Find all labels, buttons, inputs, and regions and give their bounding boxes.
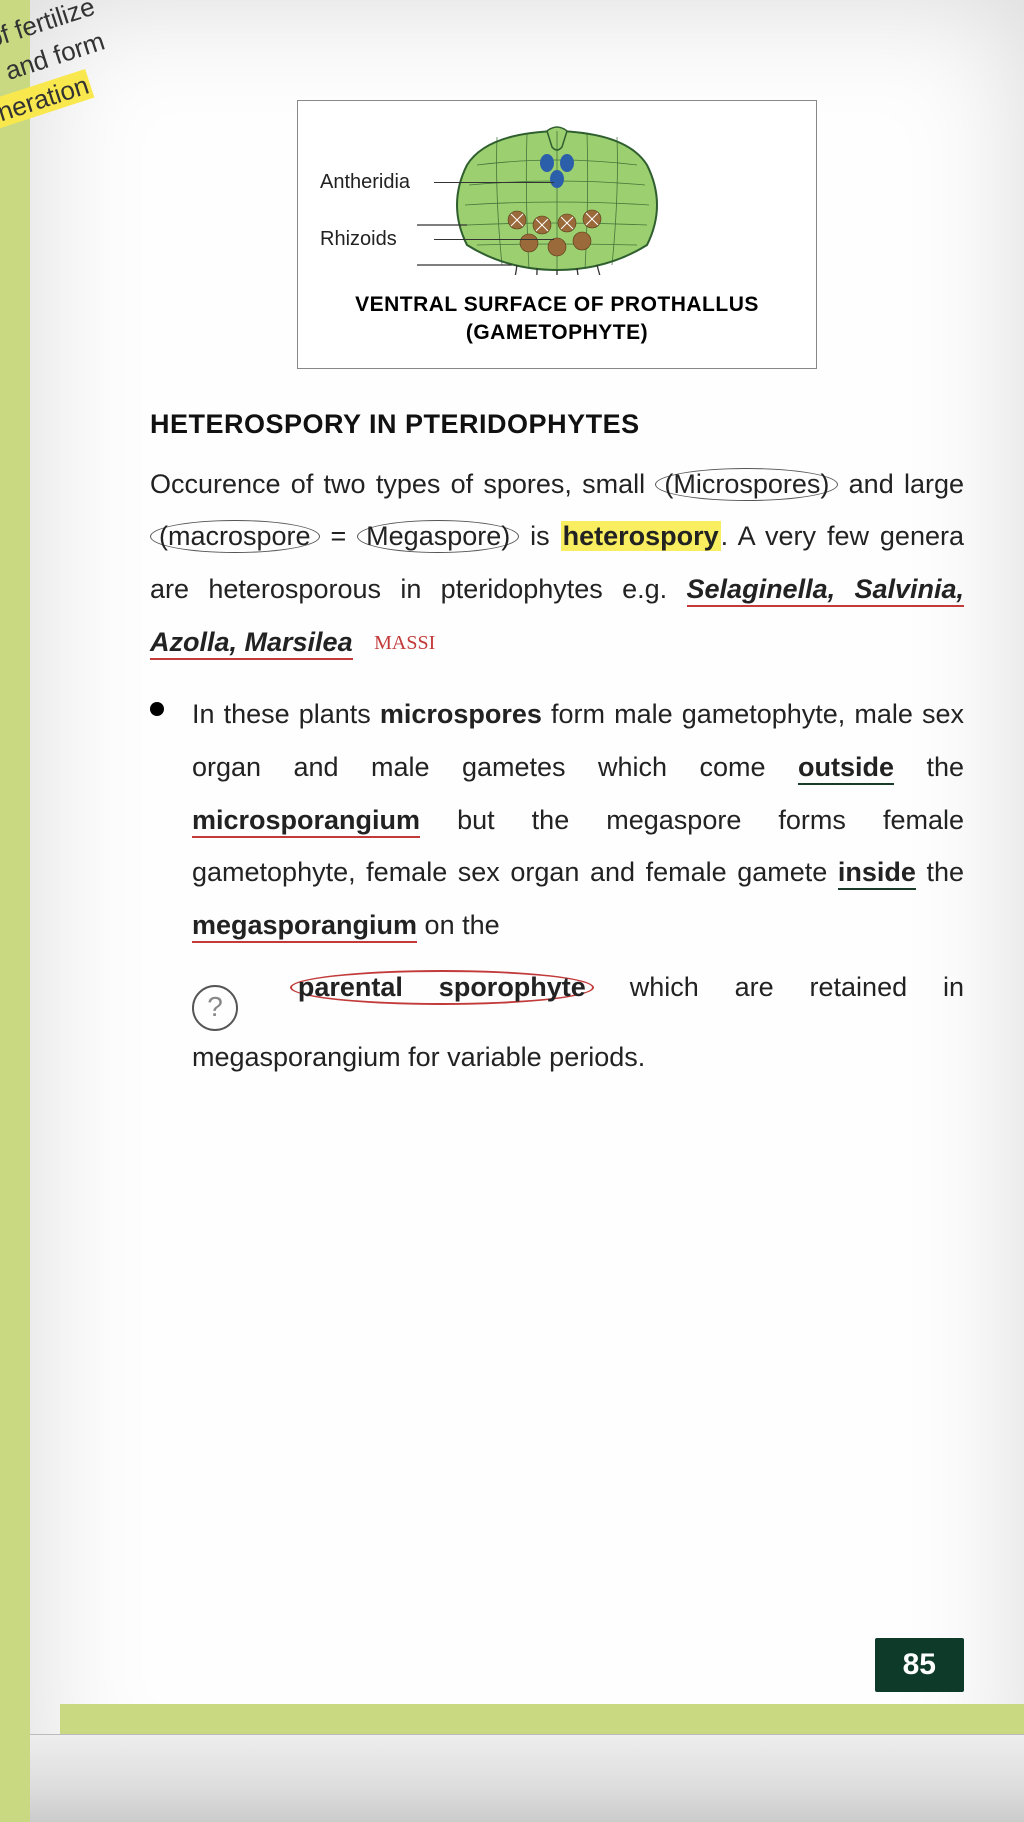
inside-underline: inside — [838, 857, 916, 890]
bullet-icon — [150, 702, 164, 716]
question-mark-circle: ? — [192, 985, 238, 1031]
handwritten-massi: MASSI — [374, 624, 435, 663]
prothallus-figure: Antheridia Rhizoids VENTRAL SURFACE OF P… — [297, 100, 817, 369]
microspores-oval: (Microspores) — [655, 468, 838, 501]
label-rhizoids: Rhizoids — [320, 228, 430, 251]
caption-line-1: VENTRAL SURFACE OF PROTHALLUS — [318, 291, 796, 319]
megasporangium-underline: megasporangium — [192, 910, 417, 943]
page-curl — [30, 1734, 1024, 1822]
paragraph-2: In these plants microspores form male ga… — [192, 688, 964, 951]
microsporangium-underline: microsporangium — [192, 805, 420, 838]
outside-underline: outside — [798, 752, 894, 785]
heterospory-highlight: heterospory — [561, 521, 721, 551]
parental-sporophyte-circled: parental sporophyte — [290, 970, 594, 1005]
macrospore-oval: (macrospore — [150, 520, 320, 553]
page-number: 85 — [875, 1638, 964, 1692]
caption-line-2: (GAMETOPHYTE) — [318, 319, 796, 347]
paragraph-3: ? parental sporophyte which are retained… — [192, 961, 964, 1084]
figure-caption: VENTRAL SURFACE OF PROTHALLUS (GAMETOPHY… — [318, 291, 796, 348]
partial-cropped-text: sult of fertilize lops and form generati… — [0, 0, 122, 141]
megaspore-oval: Megaspore) — [357, 520, 519, 553]
label-antheridia: Antheridia — [320, 171, 430, 194]
paragraph-1: Occurence of two types of spores, small … — [150, 458, 964, 669]
microspores-bold: microspores — [380, 699, 542, 729]
bullet-paragraph: In these plants microspores form male ga… — [150, 688, 964, 951]
section-heading: HETEROSPORY IN PTERIDOPHYTES — [150, 409, 964, 440]
footer-green-bar — [60, 1704, 1024, 1734]
body-text: Occurence of two types of spores, small … — [150, 458, 964, 1084]
